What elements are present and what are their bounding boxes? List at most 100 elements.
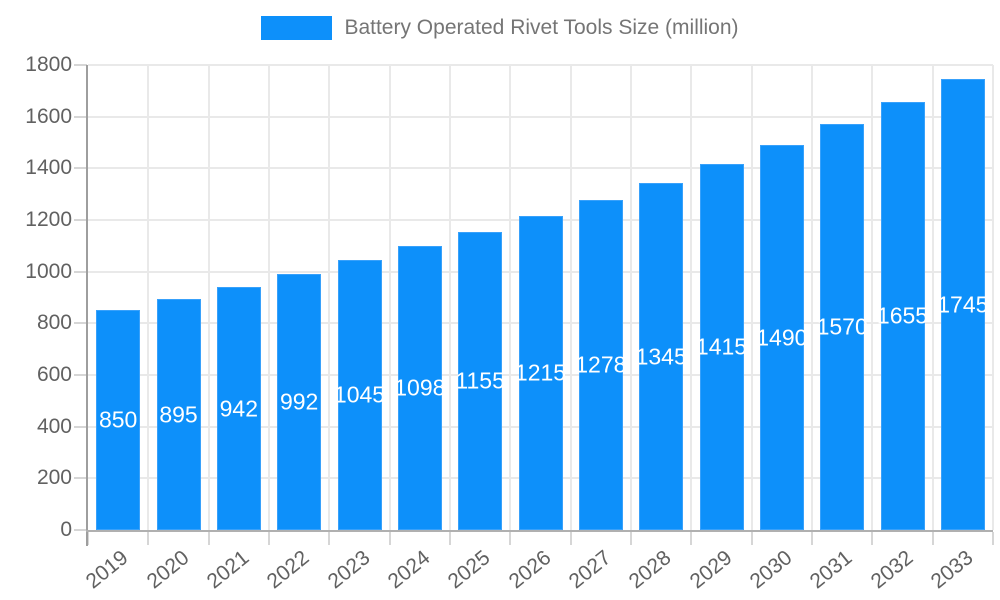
bar-value-label: 1215 [514,359,567,386]
y-axis-label-1800: 1800 [25,53,72,76]
bar-2023[interactable] [337,260,382,530]
x-tick [449,532,451,545]
bar-2021[interactable] [216,287,261,530]
x-axis-label-2031: 2031 [805,546,857,594]
y-axis-label-1600: 1600 [25,104,72,128]
y-tick [74,425,87,428]
bar-value-label: 1415 [695,333,748,360]
v-gridline [207,65,210,530]
x-axis-label-2024: 2024 [383,546,435,594]
x-axis-label-2026: 2026 [504,546,555,594]
bar-2019[interactable] [96,310,141,530]
v-gridline [268,65,270,530]
h-gridline [88,115,993,118]
bar-value-label: 1745 [937,291,989,317]
y-tick [74,64,87,66]
v-gridline [992,65,994,530]
bar-value-label: 1278 [575,351,627,378]
x-tick [328,532,331,545]
y-tick [74,322,87,325]
y-axis-label-200: 200 [36,466,72,490]
y-tick [74,115,87,118]
x-tick [87,532,89,545]
y-axis-label-1400: 1400 [25,156,72,180]
bar-2030[interactable] [759,145,804,530]
v-gridline [328,65,331,530]
x-axis-label-2020: 2020 [142,546,193,594]
x-axis-line [86,530,993,532]
v-gridline [750,65,753,530]
x-axis-label-2023: 2023 [323,546,374,594]
y-tick [74,374,87,376]
bar-2026[interactable] [518,216,563,530]
bar-value-label: 1655 [876,302,929,329]
v-gridline [388,65,391,530]
v-gridline [630,65,632,530]
v-gridline [569,65,572,530]
x-tick [147,532,150,545]
x-tick [811,532,813,545]
bar-value-label: 1045 [333,381,386,408]
y-axis-label-800: 800 [36,311,72,335]
bar-2032[interactable] [880,102,925,530]
v-gridline [811,65,813,530]
y-axis-label-600: 600 [36,363,72,386]
x-axis-label-2019: 2019 [81,546,133,594]
bar-2024[interactable] [397,246,442,530]
bar-2027[interactable] [578,200,623,530]
x-tick [931,532,934,545]
y-tick [74,529,87,531]
y-axis-label-0: 0 [60,518,72,541]
bar-value-label: 1155 [455,367,505,394]
x-axis-label-2029: 2029 [685,546,736,594]
bar-value-label: 850 [98,406,138,433]
y-axis-label-1000: 1000 [25,259,72,283]
x-tick [750,532,753,545]
y-axis-line [86,65,88,546]
y-tick [74,167,87,170]
x-tick [268,532,270,545]
bar-2031[interactable] [820,124,865,530]
x-tick [690,532,693,545]
x-tick [871,532,874,545]
x-axis-label-2021: 2021 [202,546,254,594]
x-axis-label-2025: 2025 [443,546,495,594]
x-tick [388,532,391,545]
v-gridline [931,65,934,530]
bar-2022[interactable] [277,274,322,530]
y-tick [74,219,87,221]
bar-value-label: 1098 [394,374,446,401]
y-tick [74,477,87,480]
x-axis-label-2027: 2027 [564,546,616,594]
h-gridline [88,167,993,170]
v-gridline [690,65,693,530]
bar-2029[interactable] [699,164,744,530]
x-axis-label-2033: 2033 [926,546,978,594]
x-axis-label-2028: 2028 [624,546,676,594]
x-axis-label-2032: 2032 [866,546,917,594]
v-gridline [509,65,512,530]
x-axis-label-2030: 2030 [745,546,797,594]
h-gridline [88,64,993,66]
bar-2020[interactable] [156,299,201,530]
x-tick [509,532,512,545]
bar-value-label: 942 [219,395,259,421]
bar-value-label: 992 [279,388,319,415]
legend-swatch [261,16,333,40]
x-tick [207,532,210,545]
bar-value-label: 1570 [816,313,868,340]
legend-label: Battery Operated Rivet Tools Size (milli… [344,16,739,39]
v-gridline [147,65,150,530]
x-tick [992,532,994,545]
y-axis-label-1200: 1200 [25,208,72,231]
bar-2033[interactable] [940,79,985,530]
bar-2025[interactable] [458,232,503,530]
x-axis-label-2022: 2022 [262,546,314,594]
y-tick [74,270,87,273]
x-tick [569,532,572,545]
v-gridline [871,65,874,530]
legend[interactable]: Battery Operated Rivet Tools Size (milli… [0,16,1000,40]
y-axis-label-400: 400 [36,414,72,438]
bar-2028[interactable] [639,183,684,530]
